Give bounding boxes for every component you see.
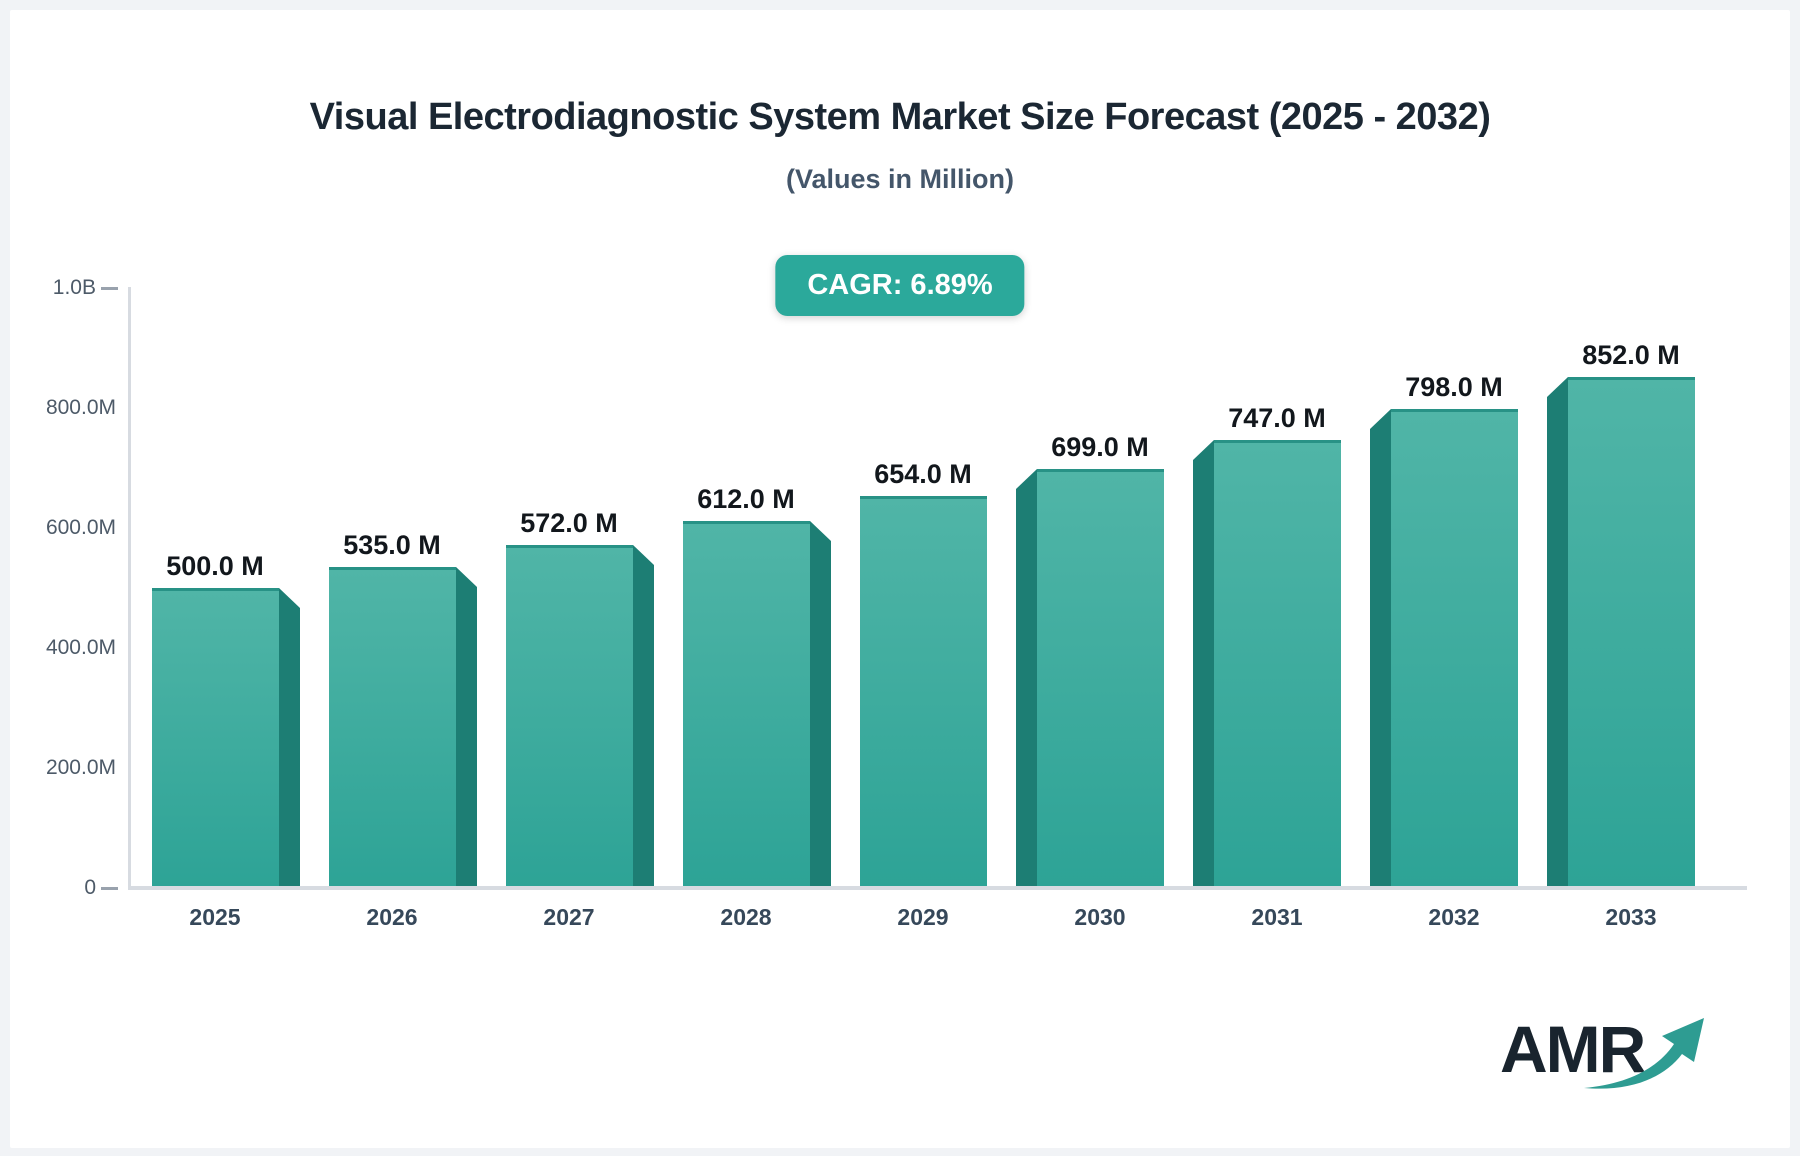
y-axis-label-800.0M: 800.0M [45,396,116,419]
y-axis-tick [101,287,118,290]
x-axis-label-2031: 2031 [1251,904,1303,930]
bar-2025[interactable] [152,588,279,888]
bar-2030-side-face [1016,469,1037,888]
bar-2032-side-face [1370,409,1391,888]
y-axis-label-200.0M: 200.0M [45,756,116,779]
bar-2027-side-face [633,545,654,888]
x-axis-label-2028: 2028 [720,904,772,930]
x-axis-label-2027: 2027 [543,904,595,930]
x-axis-label-2030: 2030 [1074,904,1126,930]
bar-value-label-2027: 572.0 M [520,508,618,538]
bar-2027[interactable] [506,545,633,888]
bar-2029[interactable] [860,496,987,888]
bar-value-label-2029: 654.0 M [874,459,972,489]
bar-value-label-2026: 535.0 M [343,530,441,560]
y-axis-line [128,287,131,890]
y-axis-tick [101,887,118,890]
amr-logo: AMR [1500,1012,1704,1089]
bar-2033[interactable] [1568,377,1695,888]
x-axis-label-2029: 2029 [897,904,949,930]
chart-subtitle: (Values in Million) [785,164,1015,194]
x-axis-label-2033: 2033 [1605,904,1657,930]
x-axis-line [128,886,1747,890]
bar-value-label-2033: 852.0 M [1582,340,1680,370]
y-axis-label-400.0M: 400.0M [45,636,116,659]
y-axis-label-1.0B: 1.0B [52,276,96,299]
bar-2026-side-face [456,567,477,888]
bar-2025-side-face [279,588,300,888]
bar-value-label-2032: 798.0 M [1405,372,1503,402]
bar-value-label-2030: 699.0 M [1051,432,1149,462]
chart-title: Visual Electrodiagnostic System Market S… [309,96,1491,138]
y-axis-label-600.0M: 600.0M [45,516,116,539]
bar-2030[interactable] [1037,469,1164,888]
bar-2031-side-face [1193,440,1214,888]
bar-2031[interactable] [1214,440,1341,888]
bar-2033-side-face [1547,377,1568,888]
bar-2026[interactable] [329,567,456,888]
x-axis-label-2026: 2026 [366,904,418,930]
bar-2028-side-face [810,521,831,888]
bar-value-label-2025: 500.0 M [166,551,264,581]
bar-2032[interactable] [1391,409,1518,888]
y-axis-label-0: 0 [84,876,96,899]
x-axis-label-2032: 2032 [1428,904,1480,930]
bar-value-label-2028: 612.0 M [697,484,795,514]
amr-logo-arrow-icon [1584,1018,1704,1089]
x-axis-label-2025: 2025 [189,904,241,930]
amr-logo-text: AMR [1500,1012,1646,1086]
cagr-badge: CAGR: 6.89% [775,255,1025,316]
bar-2028[interactable] [683,521,810,888]
bar-value-label-2031: 747.0 M [1228,403,1326,433]
